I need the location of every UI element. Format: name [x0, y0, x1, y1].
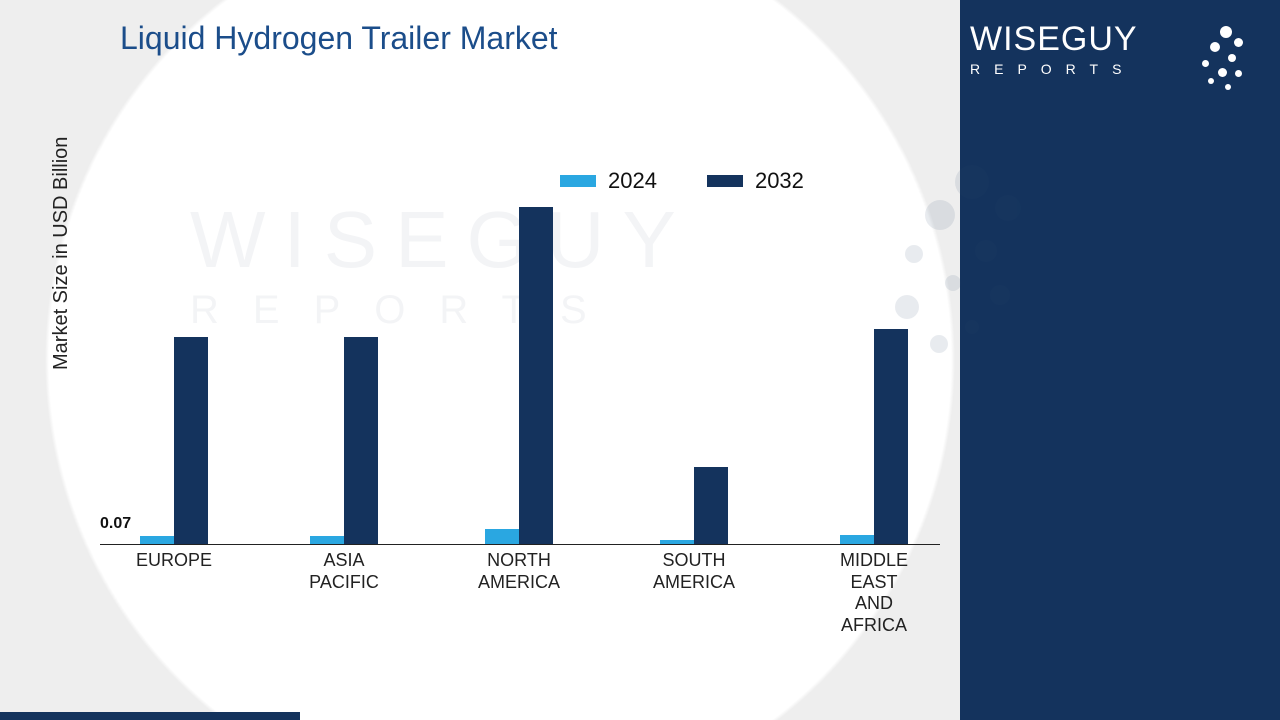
bar-2024: [140, 536, 174, 544]
bar-2024: [660, 540, 694, 544]
bar-2024: [485, 529, 519, 544]
category-label: EUROPE: [94, 550, 254, 572]
legend-label-2024: 2024: [608, 168, 657, 194]
legend-swatch-2024: [560, 175, 596, 187]
plot-area: 0.07: [100, 200, 940, 545]
x-axis-line: [100, 544, 940, 545]
bar-2024: [310, 536, 344, 544]
bar-2032: [519, 207, 553, 544]
legend-item-2032: 2032: [707, 168, 804, 194]
category-label: MIDDLEEASTANDAFRICA: [794, 550, 954, 636]
bar-2032: [344, 337, 378, 544]
y-axis-label: Market Size in USD Billion: [50, 137, 73, 370]
legend: 2024 2032: [560, 168, 804, 194]
bar-2024: [840, 535, 874, 544]
bar-value-label: 0.07: [100, 515, 131, 533]
category-label: ASIAPACIFIC: [264, 550, 424, 593]
chart-canvas: WISEGUY REPORTS Liquid Hydrogen Trailer …: [0, 0, 1280, 720]
brand-logo: WISEGUY REPORTS: [970, 20, 1250, 77]
category-label: NORTHAMERICA: [439, 550, 599, 593]
bottom-accent-bar: [0, 712, 300, 720]
bar-2032: [874, 329, 908, 544]
legend-swatch-2032: [707, 175, 743, 187]
chart-title: Liquid Hydrogen Trailer Market: [120, 20, 558, 57]
brain-dots-icon: [1180, 20, 1250, 100]
bar-2032: [694, 467, 728, 544]
content-layer: WISEGUY REPORTS Liquid Hydrogen Trailer …: [0, 0, 1280, 720]
bar-2032: [174, 337, 208, 544]
category-label: SOUTHAMERICA: [614, 550, 774, 593]
legend-item-2024: 2024: [560, 168, 657, 194]
legend-label-2032: 2032: [755, 168, 804, 194]
